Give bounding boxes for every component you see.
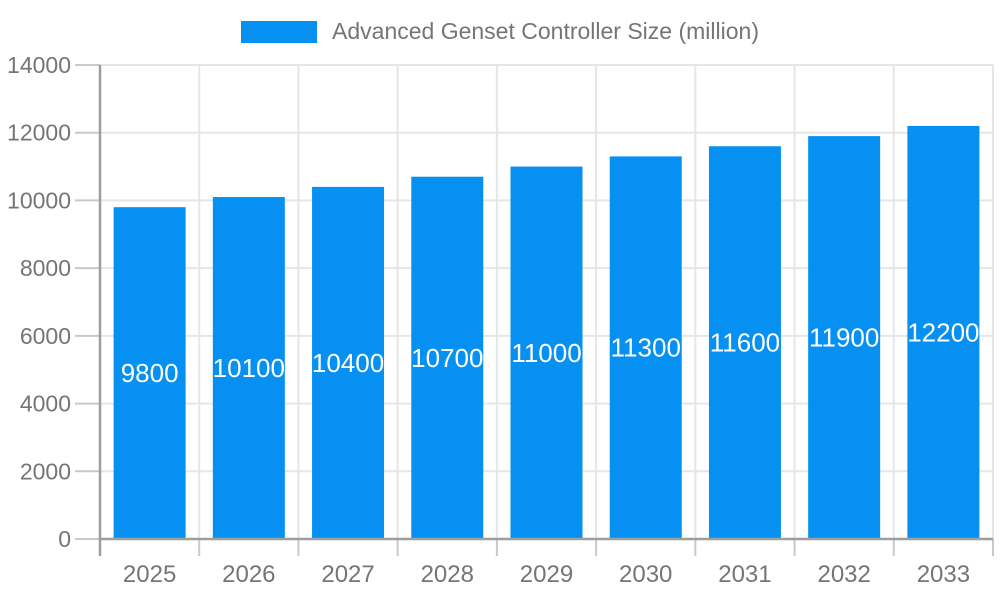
bar-value-label-2025: 9800 [121, 358, 179, 388]
y-axis-tick-label: 0 [58, 526, 71, 552]
bar-2025[interactable] [113, 207, 186, 539]
x-axis-tick-label-2032: 2032 [817, 561, 870, 588]
y-axis-tick-label: 4000 [20, 391, 71, 417]
x-axis-tick-label-2031: 2031 [718, 561, 771, 588]
legend-label: Advanced Genset Controller Size (million… [332, 18, 759, 44]
bar-value-label-2028: 10700 [411, 343, 483, 373]
bar-2032[interactable] [808, 136, 881, 539]
bar-2031[interactable] [708, 146, 781, 539]
bar-2033[interactable] [907, 125, 980, 539]
y-axis-tick-label: 12000 [7, 120, 71, 146]
y-axis-tick-label: 6000 [20, 323, 71, 349]
bar-value-label-2031: 11600 [710, 328, 780, 358]
bar-2030[interactable] [609, 156, 682, 539]
y-axis-tick-label: 10000 [7, 187, 71, 213]
x-axis-tick-label-2028: 2028 [421, 561, 474, 588]
bar-value-label-2032: 11900 [809, 323, 879, 353]
bar-value-label-2027: 10400 [312, 348, 384, 378]
bar-2027[interactable] [312, 186, 385, 539]
x-axis-tick-label-2026: 2026 [222, 561, 275, 588]
bar-value-label-2033: 12200 [907, 317, 979, 347]
legend[interactable]: Advanced Genset Controller Size (million… [0, 18, 1000, 45]
bar-value-label-2026: 10100 [213, 353, 285, 383]
bar-2028[interactable] [411, 176, 484, 539]
x-axis-tick-label-2029: 2029 [520, 561, 573, 588]
bar-value-label-2030: 11300 [611, 333, 681, 363]
x-axis-tick-label-2027: 2027 [321, 561, 374, 588]
bar-2026[interactable] [212, 197, 285, 540]
x-axis-tick-label-2033: 2033 [917, 561, 970, 588]
x-axis-tick-label-2030: 2030 [619, 561, 672, 588]
legend-swatch [241, 20, 318, 43]
y-axis-tick-label: 8000 [20, 255, 71, 281]
y-axis-tick-label: 14000 [7, 52, 71, 78]
x-axis-tick-label-2025: 2025 [123, 561, 176, 588]
y-axis-tick-label: 2000 [20, 458, 71, 484]
bar-value-label-2029: 11000 [511, 338, 581, 368]
bar-2029[interactable] [510, 166, 583, 540]
